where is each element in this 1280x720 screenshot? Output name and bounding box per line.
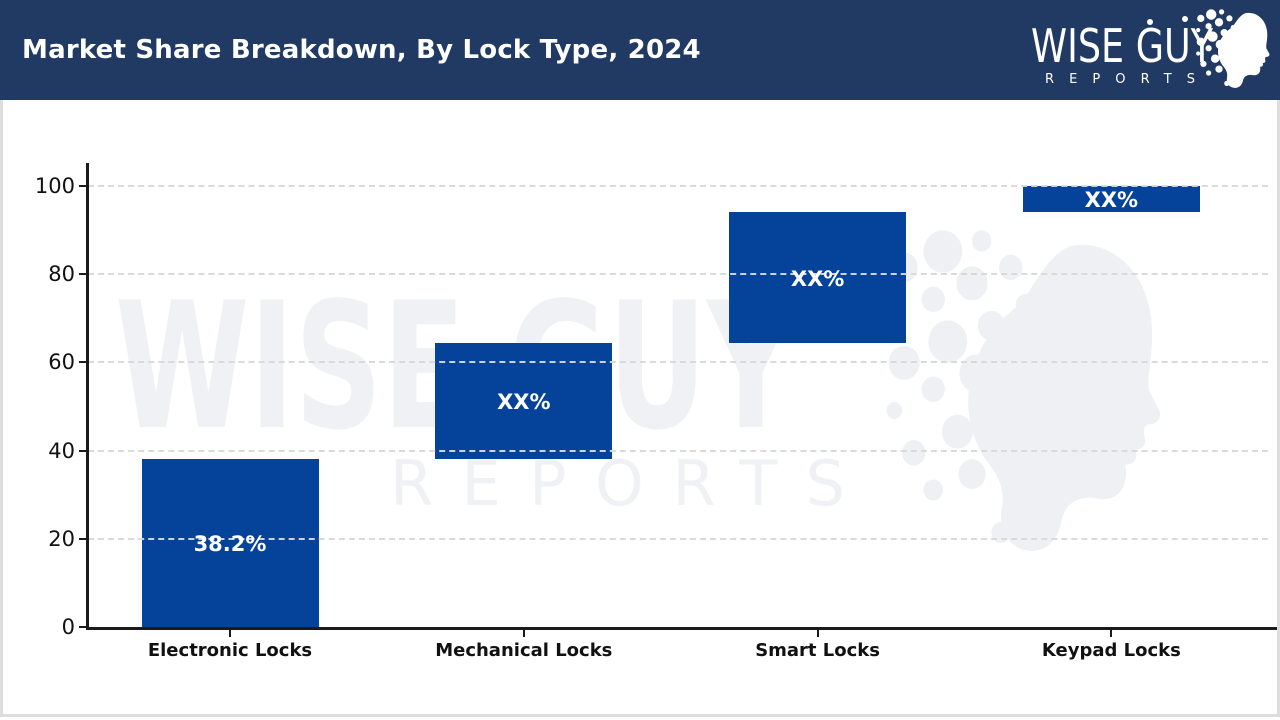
chart-title: Market Share Breakdown, By Lock Type, 20… (22, 35, 701, 65)
gridline-y-80 (88, 273, 1268, 276)
bar-value-label: 38.2% (193, 531, 267, 556)
bar-keypad-locks (1022, 186, 1200, 213)
gridline-y-20 (88, 537, 1268, 540)
x-tick-1 (522, 629, 525, 637)
brand-logo: WISE GUY REPORTS (1017, 2, 1272, 98)
y-tick-20 (79, 537, 87, 540)
bar-value-label: XX% (790, 266, 845, 291)
y-tick-label-60: 60 (48, 350, 75, 375)
y-tick-label-100: 100 (34, 174, 75, 198)
x-tick-2 (816, 629, 819, 637)
y-axis-spine (86, 163, 89, 629)
header-bar: Market Share Breakdown, By Lock Type, 20… (0, 0, 1280, 100)
gridline-y-60 (88, 361, 1268, 364)
y-tick-80 (79, 273, 87, 276)
bar-smart-locks (729, 212, 907, 343)
x-category-label: Smart Locks (755, 640, 880, 661)
logo-brand-text: WISE GUY (1031, 19, 1214, 73)
bar-value-label: XX% (497, 389, 551, 414)
y-tick-label-80: 80 (48, 262, 75, 287)
bar-electronic-locks (141, 458, 319, 627)
y-tick-label-40: 40 (48, 438, 75, 463)
x-tick-3 (1110, 629, 1113, 637)
y-tick-100 (79, 185, 87, 187)
y-tick-label-0: 0 (61, 615, 75, 639)
bar-value-label: XX% (1084, 188, 1139, 213)
x-category-label: Mechanical Locks (435, 640, 613, 661)
gridline-y-40 (88, 449, 1268, 452)
y-tick-40 (79, 449, 87, 452)
x-tick-0 (229, 629, 231, 637)
logo-dot-icon (1182, 16, 1188, 22)
y-tick-60 (79, 361, 87, 364)
gridline-y-100 (88, 185, 1268, 187)
x-axis-spine (86, 627, 1277, 630)
y-tick-label-20: 20 (48, 526, 75, 551)
logo-dot-icon (1147, 19, 1153, 25)
x-category-label: Electronic Locks (147, 640, 313, 661)
logo-sub-text: REPORTS (1045, 72, 1195, 87)
y-tick-0 (79, 626, 87, 628)
x-category-label: Keypad Locks (1041, 640, 1181, 661)
